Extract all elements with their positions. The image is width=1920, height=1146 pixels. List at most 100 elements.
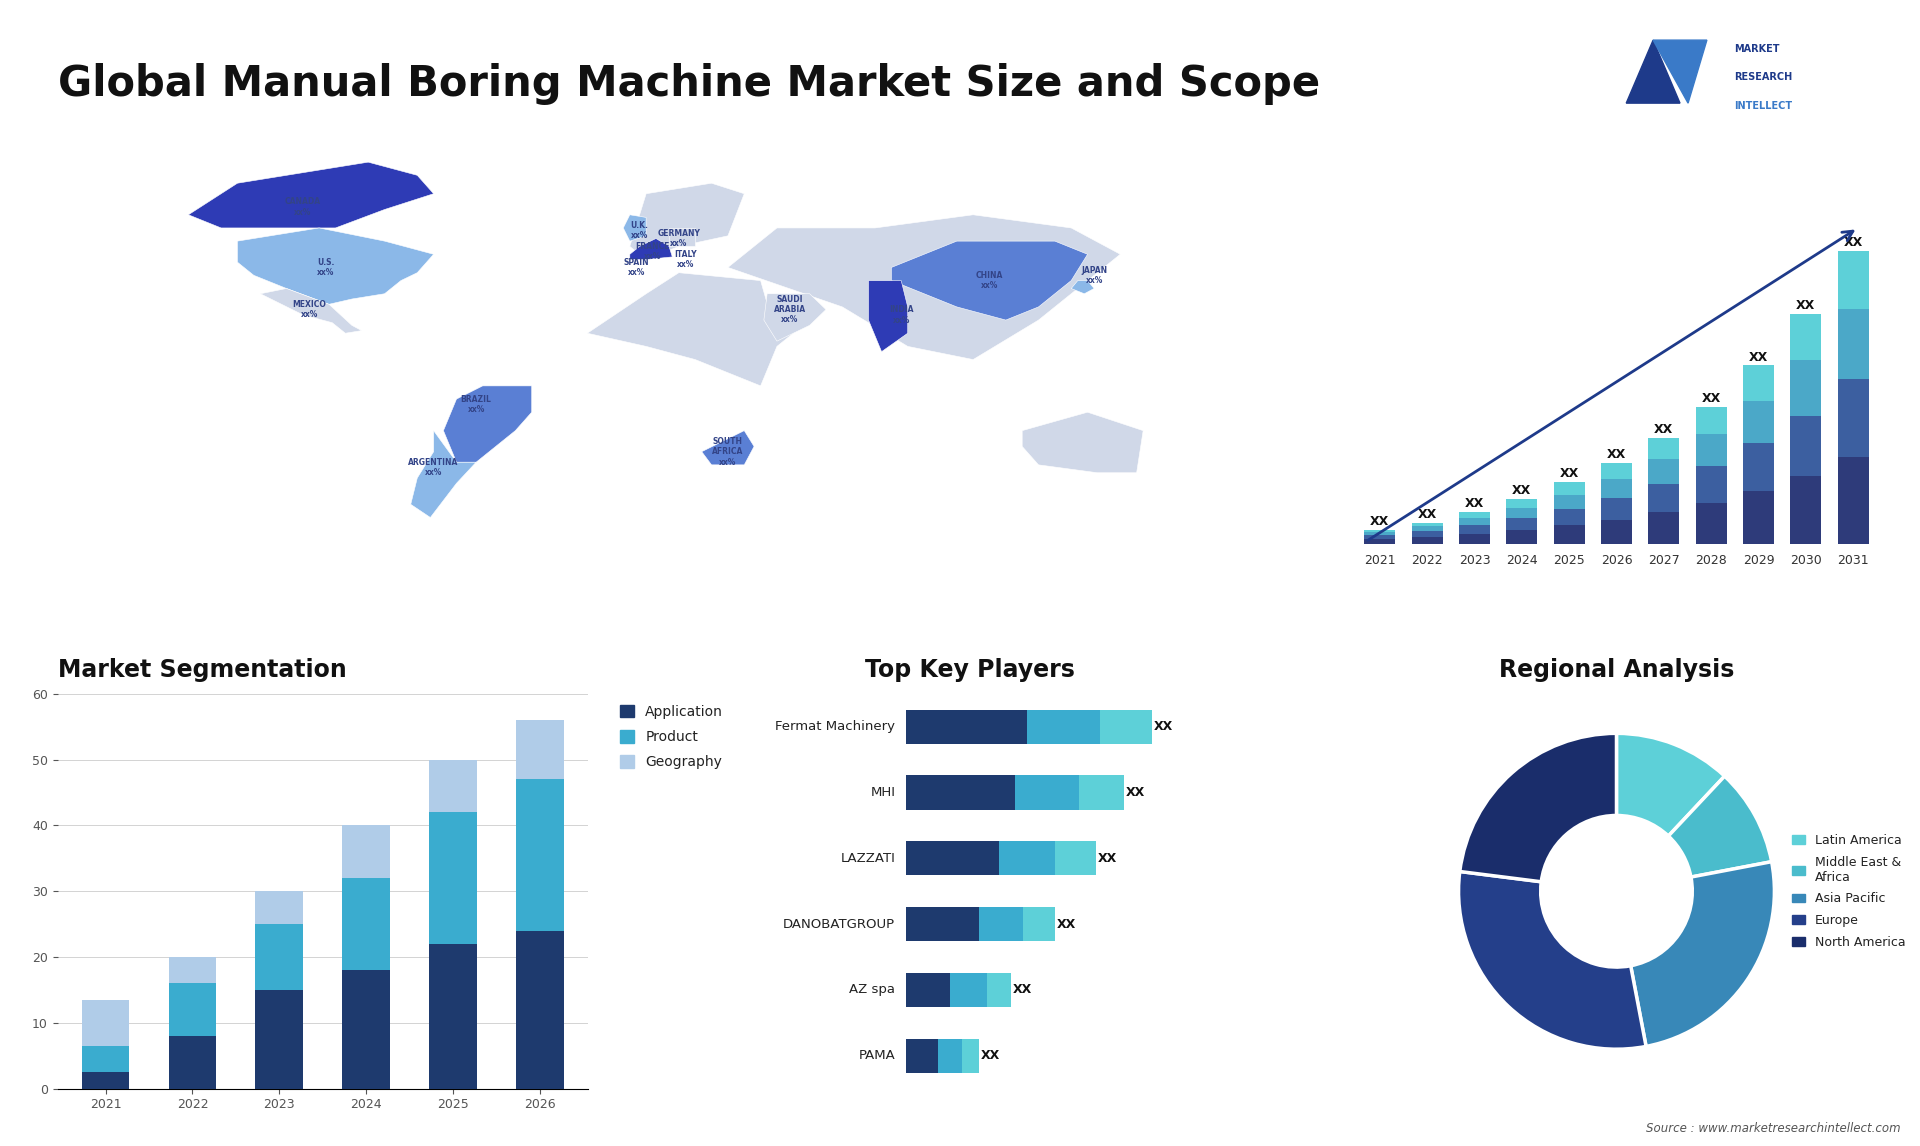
Text: ITALY
xx%: ITALY xx% — [674, 250, 697, 269]
Text: XX: XX — [1607, 448, 1626, 461]
Text: XX: XX — [1371, 516, 1390, 528]
Bar — [1507, 531, 1538, 544]
Text: XX: XX — [1797, 299, 1816, 312]
Text: CHINA
xx%: CHINA xx% — [975, 270, 1002, 290]
Bar — [1411, 532, 1442, 537]
Bar — [1365, 531, 1396, 532]
Text: CANADA
xx%: CANADA xx% — [284, 197, 321, 217]
Polygon shape — [1653, 40, 1707, 103]
Bar — [169, 1036, 217, 1089]
Bar — [1649, 439, 1680, 460]
Text: SAUDI
ARABIA
xx%: SAUDI ARABIA xx% — [774, 295, 806, 324]
Polygon shape — [1626, 40, 1680, 103]
Title: Regional Analysis: Regional Analysis — [1500, 658, 1734, 682]
Text: FRANCE
xx%: FRANCE xx% — [636, 242, 670, 261]
Bar — [516, 720, 564, 779]
Text: XX: XX — [1749, 351, 1768, 363]
Bar — [1601, 497, 1632, 519]
Text: XX: XX — [1559, 468, 1578, 480]
Bar — [255, 892, 303, 924]
Text: Market Segmentation: Market Segmentation — [58, 658, 346, 682]
Bar — [1459, 512, 1490, 518]
Bar — [1791, 360, 1822, 416]
Text: Global Manual Boring Machine Market Size and Scope: Global Manual Boring Machine Market Size… — [58, 63, 1319, 105]
Bar — [1649, 460, 1680, 485]
Title: Top Key Players: Top Key Players — [864, 658, 1075, 682]
Bar — [1411, 523, 1442, 526]
Text: XX: XX — [1655, 424, 1674, 437]
Text: XX: XX — [1465, 497, 1484, 510]
Text: INDIA
xx%: INDIA xx% — [889, 305, 914, 324]
Text: U.S.
xx%: U.S. xx% — [317, 258, 334, 277]
Bar — [1837, 251, 1868, 309]
Text: JAPAN
xx%: JAPAN xx% — [1081, 266, 1108, 285]
Bar — [1507, 508, 1538, 518]
Bar — [1601, 463, 1632, 479]
Bar — [1791, 416, 1822, 476]
Polygon shape — [630, 238, 672, 259]
Text: SPAIN
xx%: SPAIN xx% — [624, 258, 649, 277]
Bar — [1695, 503, 1726, 544]
Text: GERMANY
xx%: GERMANY xx% — [657, 229, 701, 249]
Bar — [1649, 512, 1680, 544]
Polygon shape — [630, 183, 745, 259]
Bar — [83, 1046, 129, 1073]
Text: Fermat Machinery: Fermat Machinery — [776, 721, 895, 733]
Wedge shape — [1617, 733, 1724, 837]
Text: DANOBATGROUP: DANOBATGROUP — [783, 918, 895, 931]
Text: BRAZIL
xx%: BRAZIL xx% — [461, 394, 492, 414]
Bar — [1791, 314, 1822, 360]
Text: XX: XX — [1513, 484, 1532, 497]
Bar — [1365, 535, 1396, 539]
Bar — [516, 931, 564, 1089]
Bar — [1365, 532, 1396, 535]
Polygon shape — [261, 289, 361, 333]
Bar — [1695, 433, 1726, 466]
Bar — [1743, 366, 1774, 401]
Bar — [1553, 526, 1584, 544]
Bar — [1743, 490, 1774, 544]
Polygon shape — [764, 293, 826, 342]
Bar — [83, 1073, 129, 1089]
Circle shape — [1553, 829, 1680, 955]
Bar — [1695, 407, 1726, 433]
Bar — [1601, 479, 1632, 497]
Text: ARGENTINA
xx%: ARGENTINA xx% — [409, 457, 459, 477]
Bar — [428, 813, 476, 944]
Polygon shape — [728, 214, 1119, 360]
Text: LAZZATI: LAZZATI — [841, 851, 895, 865]
Bar — [1649, 485, 1680, 512]
Text: RESEARCH: RESEARCH — [1734, 72, 1791, 83]
Bar — [1507, 518, 1538, 531]
Text: XX: XX — [1701, 392, 1720, 405]
Bar — [1553, 495, 1584, 509]
Wedge shape — [1630, 862, 1774, 1046]
Bar — [1743, 401, 1774, 444]
Polygon shape — [188, 162, 434, 228]
Text: INTELLECT: INTELLECT — [1734, 101, 1791, 111]
Bar — [1695, 466, 1726, 503]
Bar — [1507, 499, 1538, 508]
Polygon shape — [891, 241, 1087, 320]
Bar — [169, 983, 217, 1036]
Bar — [1743, 444, 1774, 490]
Bar — [255, 990, 303, 1089]
Text: U.K.
xx%: U.K. xx% — [630, 221, 649, 241]
Bar — [1411, 537, 1442, 544]
Polygon shape — [411, 431, 476, 518]
Bar — [1837, 379, 1868, 457]
Polygon shape — [668, 228, 695, 246]
Text: Source : www.marketresearchintellect.com: Source : www.marketresearchintellect.com — [1645, 1122, 1901, 1135]
Bar — [428, 760, 476, 813]
Polygon shape — [1021, 413, 1142, 473]
Bar — [255, 924, 303, 990]
Polygon shape — [701, 431, 755, 465]
Bar — [1459, 526, 1490, 534]
Bar — [516, 779, 564, 931]
Text: PAMA: PAMA — [858, 1050, 895, 1062]
Bar — [1553, 482, 1584, 495]
Legend: Application, Product, Geography: Application, Product, Geography — [616, 701, 728, 774]
Legend: Latin America, Middle East &
Africa, Asia Pacific, Europe, North America: Latin America, Middle East & Africa, Asi… — [1789, 830, 1908, 952]
Bar — [1601, 519, 1632, 544]
Bar — [342, 971, 390, 1089]
